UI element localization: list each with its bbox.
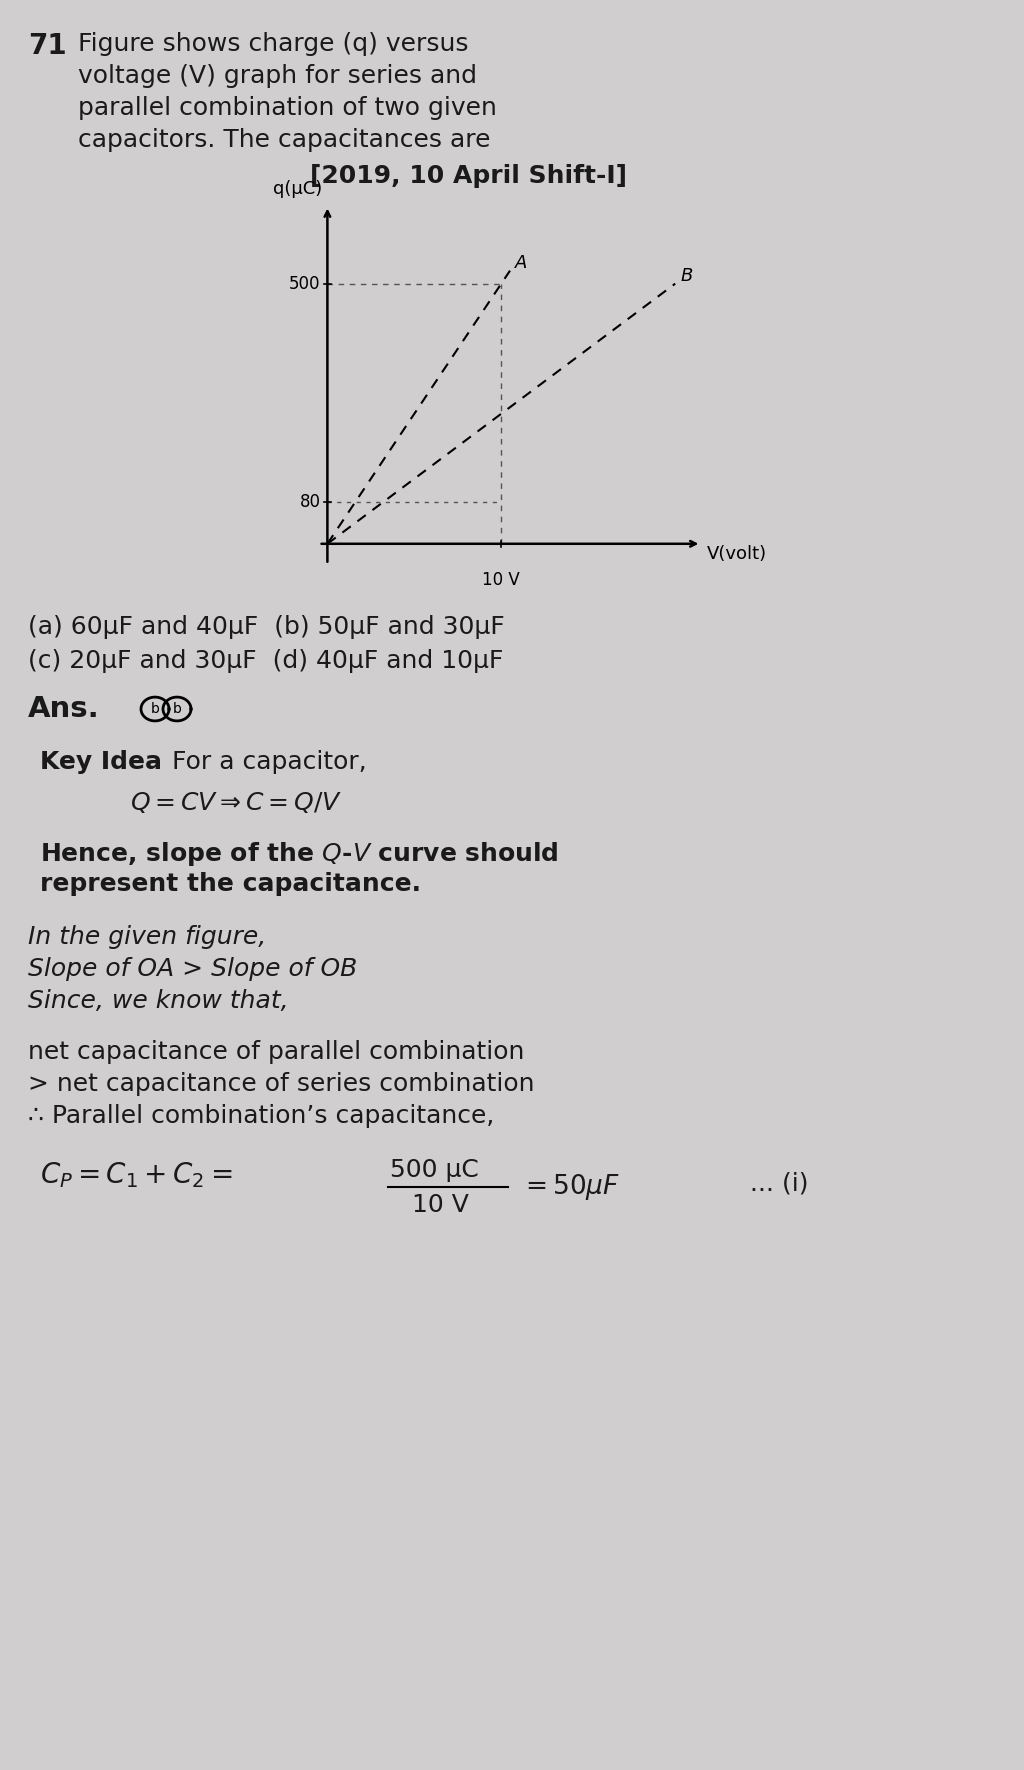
Text: (c) 20μF and 30μF  (d) 40μF and 10μF: (c) 20μF and 30μF (d) 40μF and 10μF <box>28 650 504 673</box>
Text: 71: 71 <box>28 32 67 60</box>
Text: V(volt): V(volt) <box>707 545 767 563</box>
Text: Ans.: Ans. <box>28 696 99 722</box>
Text: parallel combination of two given: parallel combination of two given <box>78 96 497 120</box>
Text: Key Idea: Key Idea <box>40 750 162 773</box>
Text: 80: 80 <box>299 494 321 512</box>
Text: ∴ Parallel combination’s capacitance,: ∴ Parallel combination’s capacitance, <box>28 1104 495 1127</box>
Text: $Q= CV \Rightarrow  C=Q/V$: $Q= CV \Rightarrow C=Q/V$ <box>130 789 342 814</box>
Text: b: b <box>173 703 181 717</box>
Text: For a capacitor,: For a capacitor, <box>164 750 367 773</box>
Text: Hence, slope of the $Q$-$V$ curve should: Hence, slope of the $Q$-$V$ curve should <box>40 841 559 867</box>
Text: represent the capacitance.: represent the capacitance. <box>40 873 421 896</box>
Text: Since, we know that,: Since, we know that, <box>28 989 289 1012</box>
Text: (a) 60μF and 40μF  (b) 50μF and 30μF: (a) 60μF and 40μF (b) 50μF and 30μF <box>28 614 505 639</box>
Text: Slope of OA > Slope of OB: Slope of OA > Slope of OB <box>28 958 357 981</box>
Text: 10 V: 10 V <box>412 1193 469 1218</box>
Text: voltage (V) graph for series and: voltage (V) graph for series and <box>78 64 477 88</box>
Text: > net capacitance of series combination: > net capacitance of series combination <box>28 1073 535 1096</box>
Text: In the given figure,: In the given figure, <box>28 926 266 949</box>
Text: capacitors. The capacitances are: capacitors. The capacitances are <box>78 127 490 152</box>
Text: 500 μC: 500 μC <box>390 1158 479 1182</box>
Text: net capacitance of parallel combination: net capacitance of parallel combination <box>28 1041 524 1064</box>
Text: $C_P = C_1 + C_2 = $: $C_P = C_1 + C_2 = $ <box>40 1159 232 1189</box>
Text: ... (i): ... (i) <box>750 1172 809 1197</box>
Text: q(μC): q(μC) <box>273 181 323 198</box>
Text: $= 50\mu F$: $= 50\mu F$ <box>520 1172 621 1202</box>
Text: 10 V: 10 V <box>482 572 520 589</box>
Text: 500: 500 <box>289 274 321 292</box>
Text: B: B <box>680 267 693 285</box>
Text: b: b <box>151 703 160 717</box>
Text: [2019, 10 April Shift-I]: [2019, 10 April Shift-I] <box>310 165 627 188</box>
Text: Figure shows charge (q) versus: Figure shows charge (q) versus <box>78 32 469 57</box>
Text: A: A <box>515 253 527 273</box>
